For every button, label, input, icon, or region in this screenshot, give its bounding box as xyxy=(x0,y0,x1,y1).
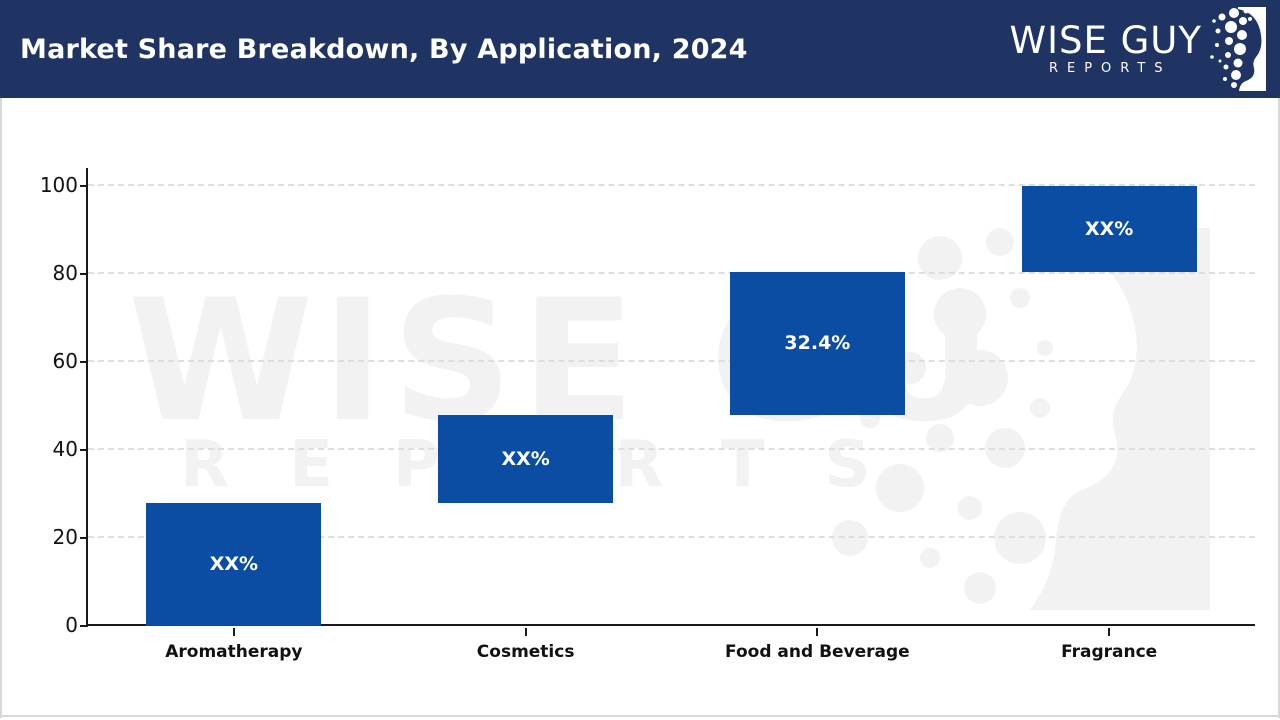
bar-value-label: XX% xyxy=(1084,217,1134,240)
frame-border-left xyxy=(0,98,2,718)
y-axis-line xyxy=(86,168,88,626)
y-tick-label-0: 0 xyxy=(65,613,78,637)
chart-title: Market Share Breakdown, By Application, … xyxy=(20,33,748,65)
x-axis-line xyxy=(86,624,1255,626)
y-tick-100 xyxy=(80,184,88,187)
gridline-60 xyxy=(88,359,1255,362)
x-tick-0 xyxy=(232,628,235,636)
gridline-20 xyxy=(88,535,1255,538)
bar-value-label: XX% xyxy=(501,447,550,470)
bar-food-and-beverage: 32.4% xyxy=(729,272,905,415)
y-tick-label-20: 20 xyxy=(52,524,78,549)
y-tick-40 xyxy=(80,448,88,451)
frame-border-right xyxy=(1278,98,1280,718)
x-tick-3 xyxy=(1108,628,1111,636)
bar-value-label: XX% xyxy=(209,553,259,576)
x-tick-2 xyxy=(816,628,819,636)
y-tick-0 xyxy=(80,625,88,627)
y-tick-label-100: 100 xyxy=(39,172,78,197)
gridline-100 xyxy=(88,183,1255,186)
bar-cosmetics: XX% xyxy=(438,414,614,503)
x-tick-1 xyxy=(524,628,527,636)
y-tick-80 xyxy=(80,272,88,275)
gridline-80 xyxy=(88,271,1255,274)
logo-wordmark: WISE GUY xyxy=(1009,18,1202,62)
plot-area: XX% XX% 32.4% XX% xyxy=(88,170,1255,626)
wiseguy-logo: WISE GUY REPORTS xyxy=(1010,5,1266,93)
bar-fragrance: XX% xyxy=(1021,185,1197,273)
bar-value-label: 32.4% xyxy=(784,332,851,355)
y-tick-label-40: 40 xyxy=(52,436,78,461)
chart-area: WISE GU REPORTS XX%XX%32.4%XX% 020406080… xyxy=(0,98,1280,720)
header-bar: Market Share Breakdown, By Application, … xyxy=(0,0,1280,98)
logo-face-icon xyxy=(1210,7,1266,91)
y-tick-label-60: 60 xyxy=(52,348,78,373)
y-tick-60 xyxy=(80,360,88,363)
bar-aromatherapy: XX% xyxy=(146,502,322,626)
category-label-1: Cosmetics xyxy=(476,642,575,662)
logo-subtitle: REPORTS xyxy=(1048,61,1172,77)
y-tick-20 xyxy=(80,536,88,539)
gridline-40 xyxy=(88,447,1255,450)
category-label-2: Food and Beverage xyxy=(725,642,910,662)
category-label-3: Fragrance xyxy=(1061,642,1158,662)
y-tick-label-80: 80 xyxy=(52,260,78,285)
frame-border-bottom xyxy=(0,715,1280,717)
category-label-0: Aromatherapy xyxy=(165,642,303,662)
